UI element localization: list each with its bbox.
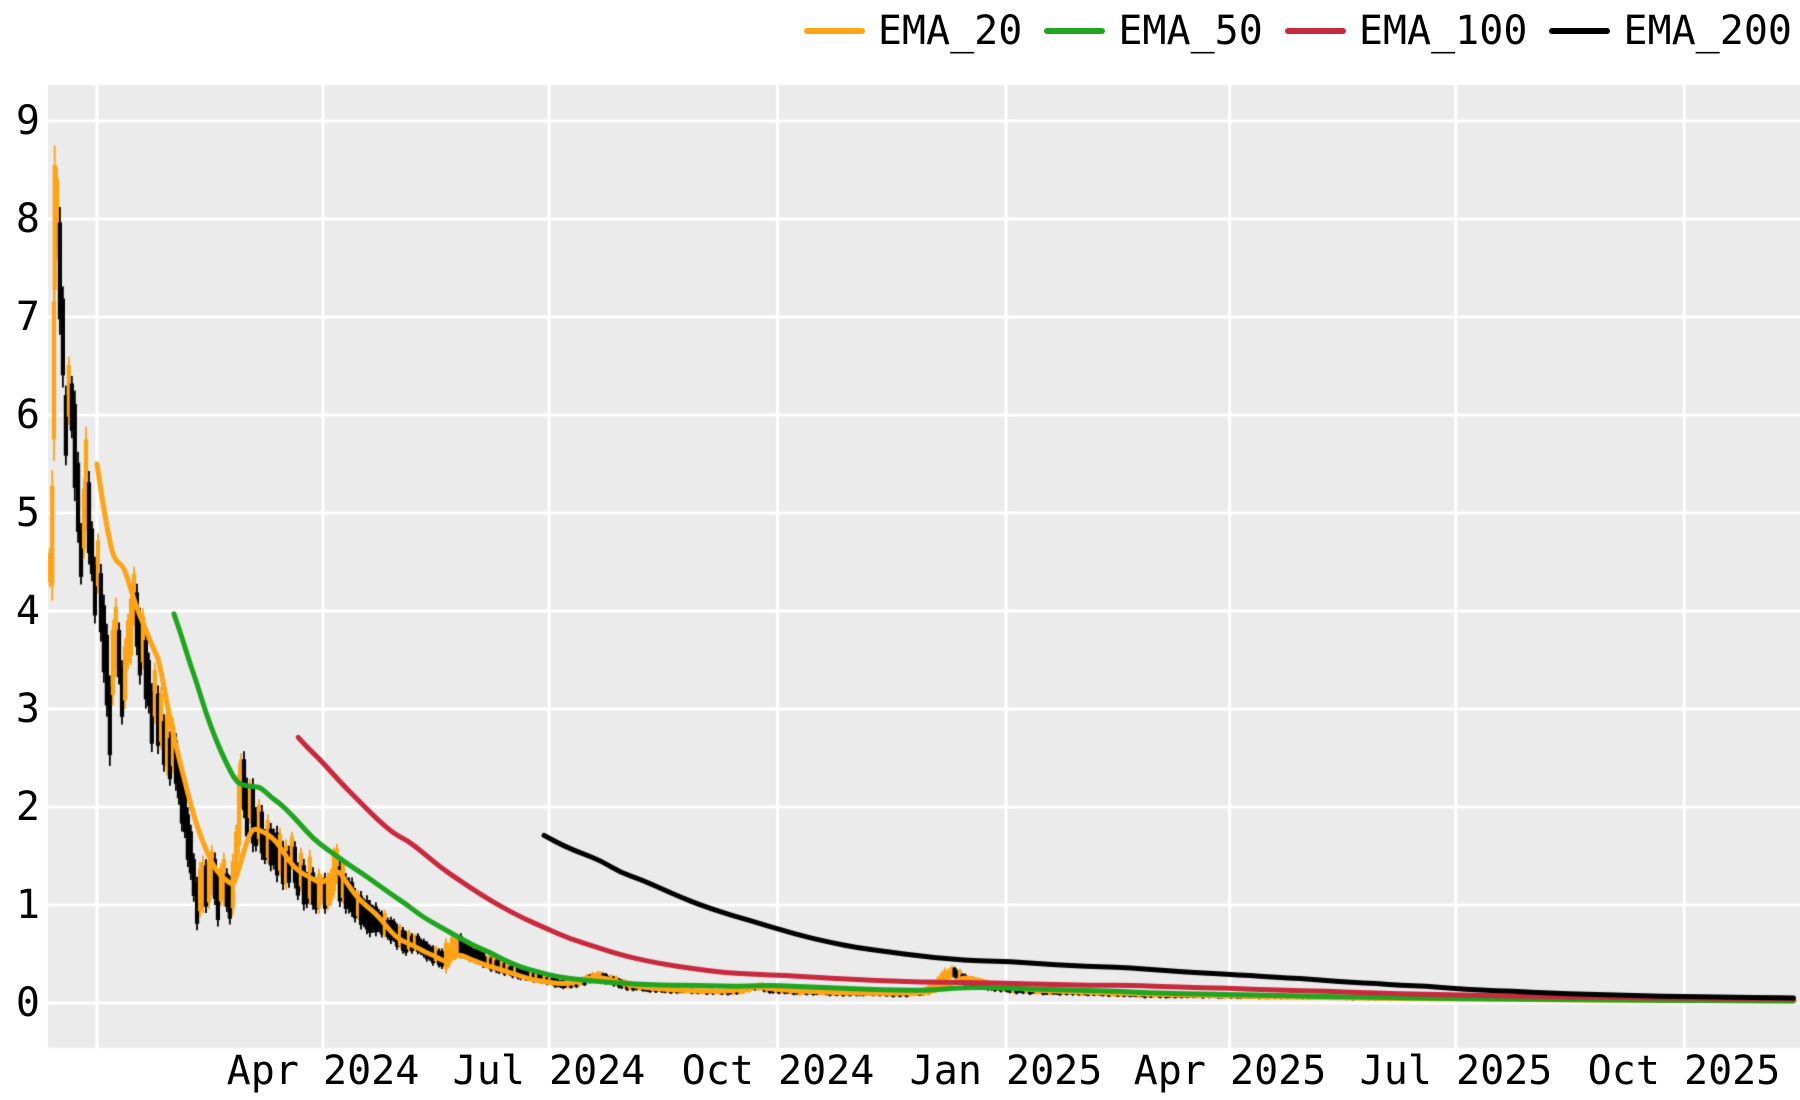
y-tick-9: 9 xyxy=(15,98,40,144)
legend-label-ema-50: EMA_50 xyxy=(1118,8,1263,54)
ema-20-line-swatch-icon xyxy=(803,28,865,34)
x-tick-jul-2024: Jul 2024 xyxy=(452,1048,646,1094)
x-tick-apr-2025: Apr 2025 xyxy=(1133,1048,1327,1094)
y-tick-7: 7 xyxy=(15,294,40,340)
y-tick-2: 2 xyxy=(15,784,40,830)
y-tick-8: 8 xyxy=(15,196,40,242)
x-tick-jul-2025: Jul 2025 xyxy=(1359,1048,1553,1094)
legend: EMA_20 EMA_50 EMA_100 EMA_200 xyxy=(803,8,1792,54)
legend-item-ema-50: EMA_50 xyxy=(1044,8,1263,54)
y-tick-6: 6 xyxy=(15,392,40,438)
y-tick-3: 3 xyxy=(15,686,40,732)
y-tick-5: 5 xyxy=(15,490,40,536)
y-tick-0: 0 xyxy=(15,980,40,1026)
legend-item-ema-200: EMA_200 xyxy=(1549,8,1792,54)
ema-200-line-swatch-icon xyxy=(1549,28,1611,34)
x-tick-oct-2025: Oct 2025 xyxy=(1587,1048,1781,1094)
legend-label-ema-20: EMA_20 xyxy=(877,8,1023,54)
y-tick-4: 4 xyxy=(15,588,40,634)
legend-label-ema-200: EMA_200 xyxy=(1623,8,1792,54)
legend-label-ema-100: EMA_100 xyxy=(1358,8,1528,54)
x-tick-apr-2024: Apr 2024 xyxy=(226,1048,420,1094)
ema-100-line-swatch-icon xyxy=(1284,28,1346,34)
legend-item-ema-100: EMA_100 xyxy=(1284,8,1528,54)
legend-item-ema-20: EMA_20 xyxy=(803,8,1023,54)
x-tick-oct-2024: Oct 2024 xyxy=(681,1048,875,1094)
ema-50-line-swatch-icon xyxy=(1044,28,1106,34)
y-tick-1: 1 xyxy=(15,882,40,928)
x-tick-jan-2025: Jan 2025 xyxy=(909,1048,1103,1094)
